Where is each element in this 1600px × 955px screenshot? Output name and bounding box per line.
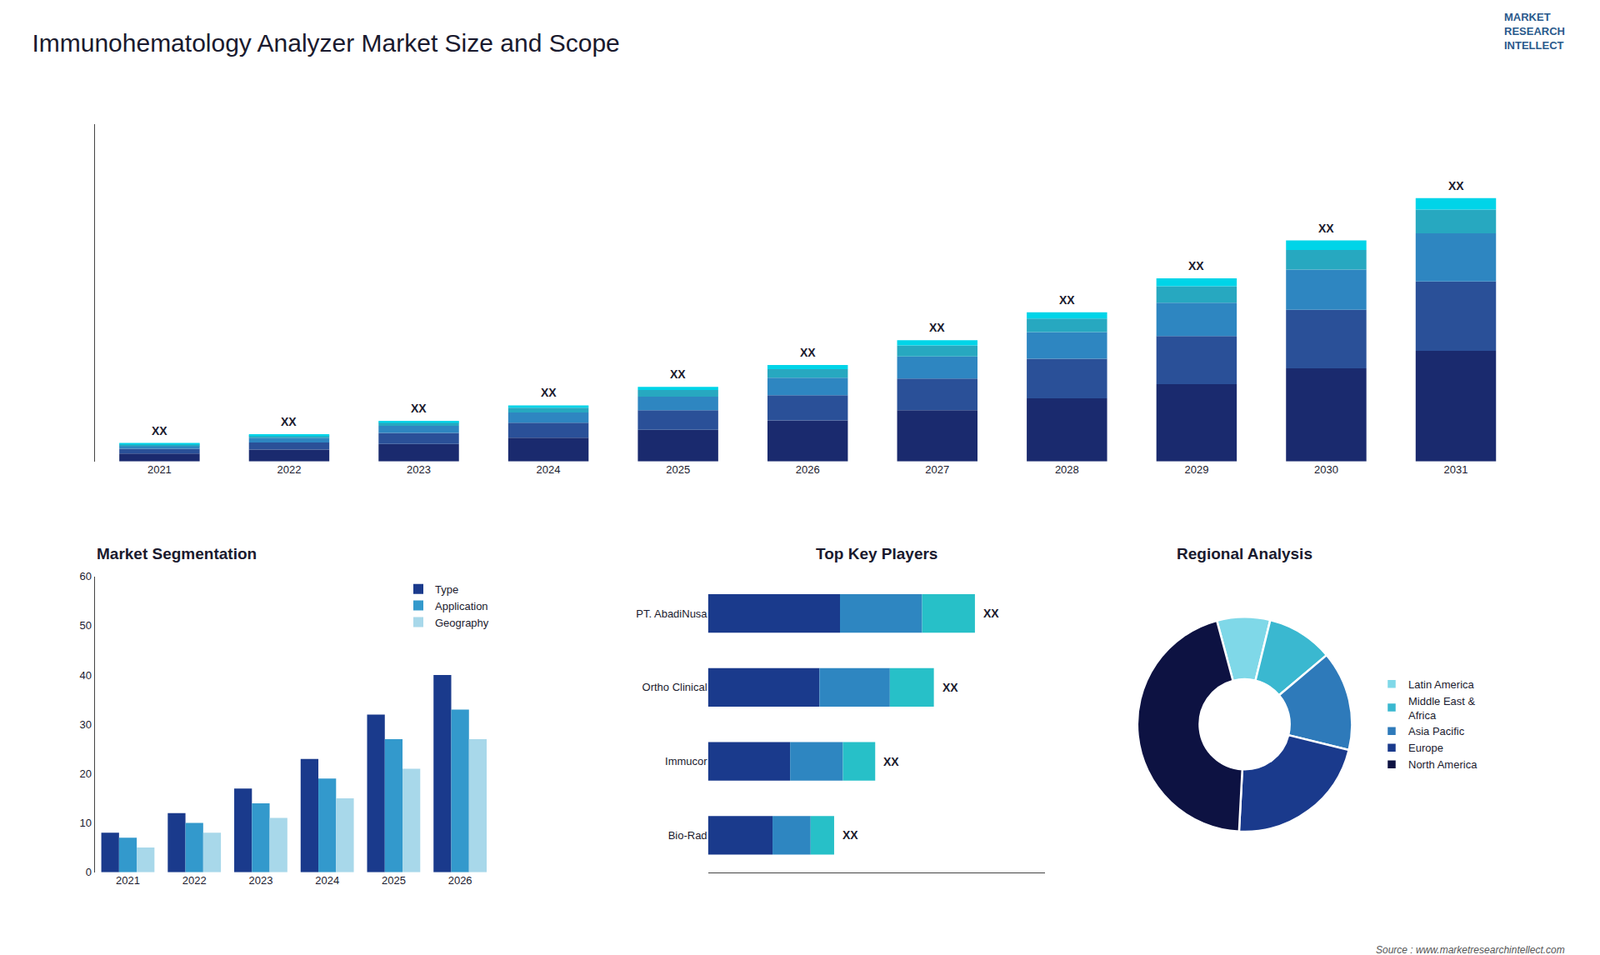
svg-text:Source : www.marketresearchint: Source : www.marketresearchintellect.com	[1375, 944, 1565, 955]
svg-text:XX: XX	[883, 755, 900, 769]
svg-text:2025: 2025	[381, 874, 406, 887]
svg-text:XX: XX	[800, 345, 816, 360]
svg-text:XX: XX	[1059, 293, 1075, 307]
svg-text:2025: 2025	[665, 463, 690, 476]
svg-text:2031: 2031	[1444, 463, 1469, 476]
svg-text:2028: 2028	[1055, 463, 1080, 476]
svg-text:2030: 2030	[1314, 463, 1339, 476]
svg-text:2021: 2021	[115, 874, 140, 887]
svg-text:Market Segmentation: Market Segmentation	[96, 545, 257, 563]
svg-text:Application: Application	[435, 600, 489, 613]
svg-text:XX: XX	[842, 828, 859, 842]
svg-text:2022: 2022	[182, 874, 207, 887]
svg-text:XX: XX	[1448, 179, 1465, 193]
svg-text:XX: XX	[929, 320, 945, 335]
svg-text:2022: 2022	[276, 463, 301, 476]
svg-text:2024: 2024	[536, 463, 561, 476]
svg-text:PT. AbadiNusa: PT. AbadiNusa	[635, 607, 708, 620]
svg-text:Top Key Players: Top Key Players	[815, 545, 938, 563]
svg-text:XX: XX	[151, 424, 168, 438]
svg-text:MARKETRESEARCHINTELLECT: MARKETRESEARCHINTELLECT	[1504, 10, 1565, 52]
svg-text:2026: 2026	[448, 874, 473, 887]
svg-text:2023: 2023	[248, 874, 273, 887]
svg-text:10: 10	[80, 816, 92, 830]
svg-text:2024: 2024	[315, 874, 340, 887]
svg-text:50: 50	[80, 619, 92, 632]
svg-text:Type: Type	[435, 583, 459, 596]
svg-text:Asia Pacific: Asia Pacific	[1408, 725, 1465, 738]
svg-text:XX: XX	[540, 385, 557, 400]
svg-text:XX: XX	[942, 680, 959, 695]
svg-text:Immunohematology Analyzer Mark: Immunohematology Analyzer Market Size an…	[31, 29, 620, 57]
svg-text:XX: XX	[1188, 259, 1205, 273]
svg-text:60: 60	[80, 570, 92, 583]
svg-text:30: 30	[80, 718, 92, 731]
svg-text:Latin America: Latin America	[1408, 678, 1475, 691]
svg-text:XX: XX	[1318, 221, 1335, 235]
svg-text:XX: XX	[670, 367, 686, 381]
svg-text:Europe: Europe	[1408, 741, 1444, 755]
svg-text:Regional Analysis: Regional Analysis	[1176, 545, 1313, 563]
svg-text:2026: 2026	[795, 463, 820, 476]
svg-text:2023: 2023	[406, 463, 431, 476]
svg-text:0: 0	[85, 865, 92, 879]
svg-text:XX: XX	[410, 401, 427, 415]
svg-text:20: 20	[80, 767, 92, 780]
svg-text:XX: XX	[983, 606, 1000, 620]
svg-text:XX: XX	[280, 415, 297, 429]
svg-text:Bio-Rad: Bio-Rad	[668, 829, 708, 842]
svg-text:Geography: Geography	[435, 616, 490, 630]
svg-text:North America: North America	[1408, 758, 1478, 771]
svg-text:2027: 2027	[925, 463, 950, 476]
svg-text:2029: 2029	[1184, 463, 1209, 476]
svg-text:Middle East &Africa: Middle East &Africa	[1408, 695, 1476, 722]
svg-text:2021: 2021	[147, 463, 172, 476]
svg-text:Immucor: Immucor	[665, 755, 708, 768]
svg-text:40: 40	[80, 669, 92, 682]
svg-text:Ortho Clinical: Ortho Clinical	[642, 680, 708, 694]
